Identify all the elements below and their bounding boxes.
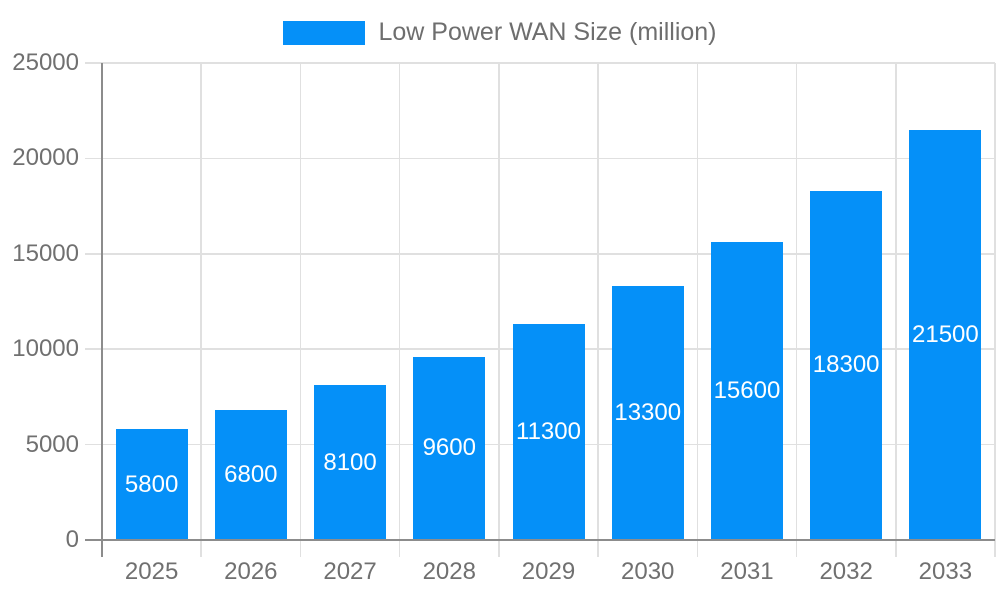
y-axis-label: 0 — [65, 526, 79, 553]
bar-value-label: 8100 — [323, 448, 377, 476]
x-axis-line — [85, 539, 995, 541]
legend-swatch — [283, 20, 366, 45]
bar-value-label: 21500 — [912, 320, 979, 348]
y-axis-label: 5000 — [25, 430, 79, 458]
x-axis-label: 2033 — [918, 558, 973, 585]
x-axis-label: 2029 — [521, 558, 576, 585]
gridline-vertical — [597, 63, 599, 557]
bar[interactable]: 21500 — [909, 129, 982, 540]
bar[interactable]: 9600 — [413, 356, 486, 540]
bar[interactable]: 11300 — [512, 324, 585, 540]
bar[interactable]: 13300 — [611, 286, 684, 540]
bar-value-label: 5800 — [124, 470, 179, 498]
x-axis-label: 2032 — [819, 558, 873, 585]
x-axis-label: 2028 — [422, 558, 476, 585]
gridline-horizontal — [85, 157, 995, 160]
legend-label: Low Power WAN Size (million) — [378, 18, 717, 46]
gridline-horizontal — [85, 253, 995, 255]
y-axis-line — [101, 63, 103, 557]
bar[interactable]: 5800 — [115, 429, 188, 540]
bar-value-label: 18300 — [812, 351, 880, 379]
gridline-vertical — [200, 63, 202, 557]
bar[interactable]: 6800 — [214, 410, 287, 540]
gridline-vertical — [895, 63, 897, 557]
gridline-vertical — [696, 63, 699, 557]
x-axis-label: 2026 — [224, 558, 278, 585]
gridline-vertical — [795, 63, 798, 557]
bar-value-label: 13300 — [614, 399, 682, 427]
x-axis-label: 2025 — [124, 558, 179, 585]
bar-value-label: 6800 — [224, 461, 278, 489]
bar[interactable]: 15600 — [710, 242, 783, 540]
gridline-vertical — [299, 63, 302, 557]
y-axis-label: 10000 — [12, 335, 79, 363]
bar[interactable]: 18300 — [810, 190, 883, 540]
x-axis-label: 2027 — [323, 558, 377, 585]
gridline-vertical — [994, 63, 996, 557]
bar-value-label: 11300 — [516, 418, 581, 446]
bar-value-label: 15600 — [713, 377, 781, 405]
y-axis-label: 25000 — [12, 49, 79, 76]
gridline-vertical — [498, 63, 500, 557]
bar[interactable]: 8100 — [314, 385, 387, 540]
x-axis-label: 2030 — [621, 558, 675, 585]
bar-value-label: 9600 — [422, 434, 476, 462]
gridline-horizontal — [85, 62, 995, 64]
legend-item[interactable]: Low Power WAN Size (million) — [283, 18, 717, 46]
y-axis-label: 15000 — [12, 239, 79, 267]
gridline-vertical — [398, 63, 401, 557]
x-axis-label: 2031 — [720, 558, 774, 585]
legend: Low Power WAN Size (million) — [0, 20, 1000, 45]
y-axis-label: 20000 — [12, 144, 79, 172]
